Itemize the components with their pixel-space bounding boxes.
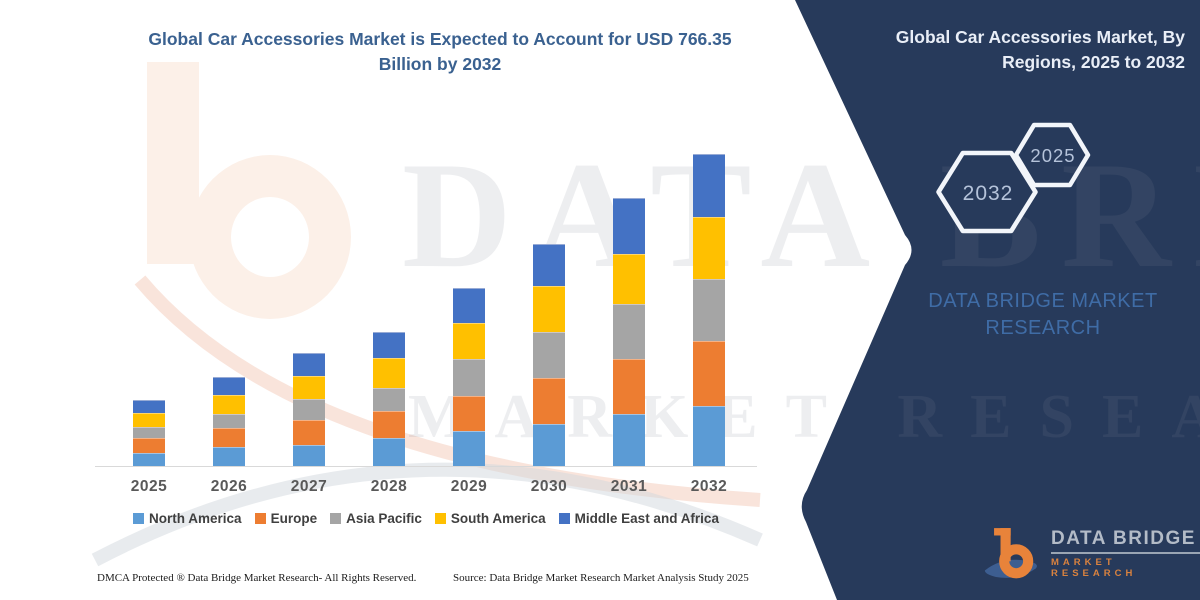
x-axis-label-2026: 2026	[210, 478, 248, 495]
bar-segment-north-america	[613, 414, 645, 466]
legend-label: North America	[149, 511, 242, 526]
bar-segment-middle-east-and-africa	[533, 243, 565, 286]
chart-legend: North America Europe Asia Pacific South Ame…	[95, 511, 757, 526]
bar-segment-middle-east-and-africa	[133, 399, 165, 414]
bar-segment-north-america	[693, 406, 725, 466]
bar-segment-europe	[293, 419, 325, 445]
legend-swatch-icon	[133, 513, 145, 524]
legend-swatch-icon	[254, 513, 266, 524]
bar-segment-north-america	[133, 452, 165, 466]
bar-segment-middle-east-and-africa	[373, 331, 405, 359]
bar-segment-europe	[613, 359, 645, 415]
legend-item-asia-pacific: Asia Pacific	[330, 511, 422, 526]
side-panel-shape	[795, 0, 1200, 600]
legend-item-europe: Europe	[254, 511, 318, 526]
bar-segment-north-america	[533, 424, 565, 466]
bar-segment-asia-pacific	[693, 278, 725, 341]
watermark-gray-arc	[91, 462, 763, 567]
bar-segment-south-america	[693, 217, 725, 279]
bar-segment-south-america	[533, 285, 565, 333]
bar-segment-south-america	[453, 322, 485, 360]
x-axis-label-2031: 2031	[610, 478, 648, 495]
bar-segment-asia-pacific	[133, 427, 165, 439]
footer-source: Source: Data Bridge Market Research Mark…	[453, 572, 749, 584]
bar-segment-asia-pacific	[453, 359, 485, 396]
bar-segment-asia-pacific	[213, 414, 245, 428]
bar-segment-south-america	[373, 358, 405, 389]
bar-segment-north-america	[213, 446, 245, 466]
legend-swatch-icon	[558, 513, 570, 524]
bar-segment-south-america	[613, 254, 645, 305]
chart-title-line1: Global Car Accessories Market is Expecte…	[148, 29, 732, 49]
bar-segment-south-america	[213, 395, 245, 415]
x-axis-label-2027: 2027	[290, 478, 328, 495]
bar-segment-europe	[693, 340, 725, 406]
bar-segment-middle-east-and-africa	[613, 198, 645, 255]
chart-title: Global Car Accessories Market is Expecte…	[105, 27, 775, 78]
x-axis-label-2029: 2029	[450, 478, 488, 495]
bar-segment-south-america	[293, 376, 325, 399]
legend-item-middle-east-and-africa: Middle East and Africa	[558, 511, 719, 526]
bar-segment-asia-pacific	[613, 304, 645, 360]
x-axis-label-2032: 2032	[690, 478, 728, 495]
legend-item-north-america: North America	[133, 511, 242, 526]
bar-segment-asia-pacific	[533, 332, 565, 378]
legend-label: Middle East and Africa	[574, 511, 719, 526]
footer-copyright: DMCA Protected ® Data Bridge Market Rese…	[97, 572, 417, 584]
legend-swatch-icon	[330, 513, 342, 524]
legend-label: Europe	[270, 511, 318, 526]
legend-label: South America	[450, 511, 546, 526]
bar-segment-europe	[533, 377, 565, 425]
bar-segment-europe	[373, 410, 405, 439]
legend-label: Asia Pacific	[346, 511, 422, 526]
bar-segment-asia-pacific	[373, 388, 405, 411]
bar-segment-north-america	[373, 438, 405, 466]
bar-segment-europe	[213, 427, 245, 447]
bar-segment-north-america	[293, 444, 325, 466]
legend-item-south-america: South America	[434, 511, 546, 526]
x-axis-line	[95, 466, 757, 467]
x-axis-label-2025: 2025	[130, 478, 168, 495]
bar-segment-middle-east-and-africa	[453, 287, 485, 323]
bar-segment-asia-pacific	[293, 398, 325, 420]
bar-segment-middle-east-and-africa	[293, 353, 325, 377]
x-axis-label-2028: 2028	[370, 478, 408, 495]
chart-title-line2: Billion by 2032	[378, 54, 502, 75]
bar-segment-europe	[133, 438, 165, 453]
bar-segment-middle-east-and-africa	[693, 154, 725, 218]
legend-swatch-icon	[434, 513, 446, 524]
bar-segment-north-america	[453, 430, 485, 466]
bar-segment-south-america	[133, 413, 165, 428]
x-axis-label-2030: 2030	[530, 478, 568, 495]
bar-segment-europe	[453, 395, 485, 431]
bar-segment-middle-east-and-africa	[213, 376, 245, 396]
